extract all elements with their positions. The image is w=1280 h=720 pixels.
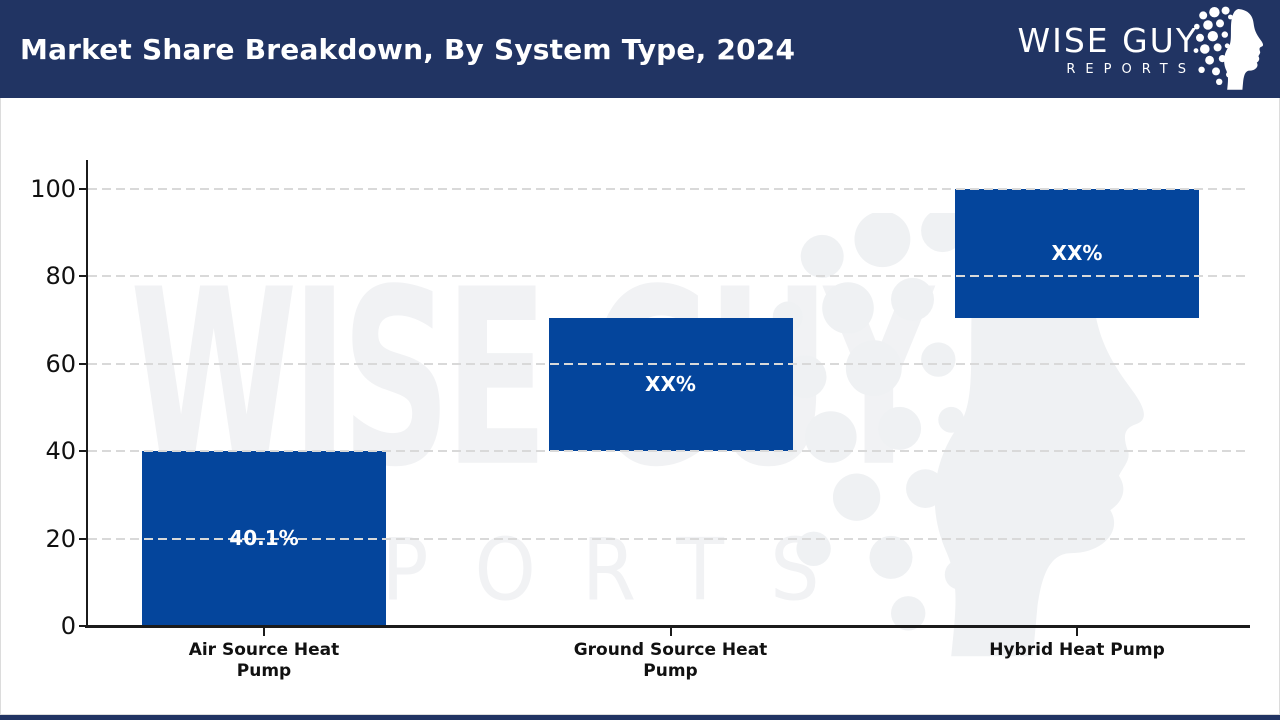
y-axis-tick	[79, 187, 88, 190]
bar-value-label: 40.1%	[229, 526, 299, 551]
bar-value-label: XX%	[1051, 241, 1103, 266]
x-axis-tick	[263, 628, 265, 636]
bar-value-label: XX%	[645, 372, 696, 397]
gridline	[88, 450, 1250, 452]
logo-wiseguy-text: WISE GUY	[1017, 21, 1198, 60]
bar	[955, 188, 1199, 318]
gridline	[88, 275, 1250, 277]
chart-title: Market Share Breakdown, By System Type, …	[20, 32, 796, 66]
gridline	[88, 362, 1250, 365]
y-tick-label: 0	[60, 612, 76, 640]
x-axis-tick	[1076, 628, 1078, 636]
y-axis-line	[86, 160, 88, 628]
y-axis-tick	[79, 450, 88, 452]
logo-reports-text: REPORTS	[1066, 62, 1196, 77]
x-category-label: Ground Source Heat Pump	[573, 640, 768, 682]
x-axis-tick	[669, 628, 672, 636]
y-tick-label: 40	[45, 437, 76, 465]
y-axis-tick	[79, 275, 88, 277]
x-category-label: Hybrid Heat Pump	[989, 640, 1165, 660]
header-bar: Market Share Breakdown, By System Type, …	[0, 0, 1280, 98]
bar	[548, 317, 793, 451]
y-axis-tick	[79, 625, 88, 627]
x-category-label: Air Source Heat Pump	[188, 640, 340, 682]
footer-strip	[0, 715, 1280, 720]
gridline	[88, 187, 1250, 190]
y-axis-tick	[79, 362, 88, 365]
x-axis-line	[85, 625, 1250, 628]
gridline	[88, 537, 1250, 540]
logo-face-icon	[1193, 6, 1264, 90]
wise-guy-reports-logo: WISE GUY REPORTS	[1008, 0, 1274, 98]
y-tick-label: 20	[45, 524, 76, 553]
y-tick-label: 80	[45, 262, 76, 290]
y-tick-label: 60	[45, 349, 76, 378]
y-axis-tick	[79, 537, 88, 540]
y-tick-label: 100	[30, 174, 76, 203]
